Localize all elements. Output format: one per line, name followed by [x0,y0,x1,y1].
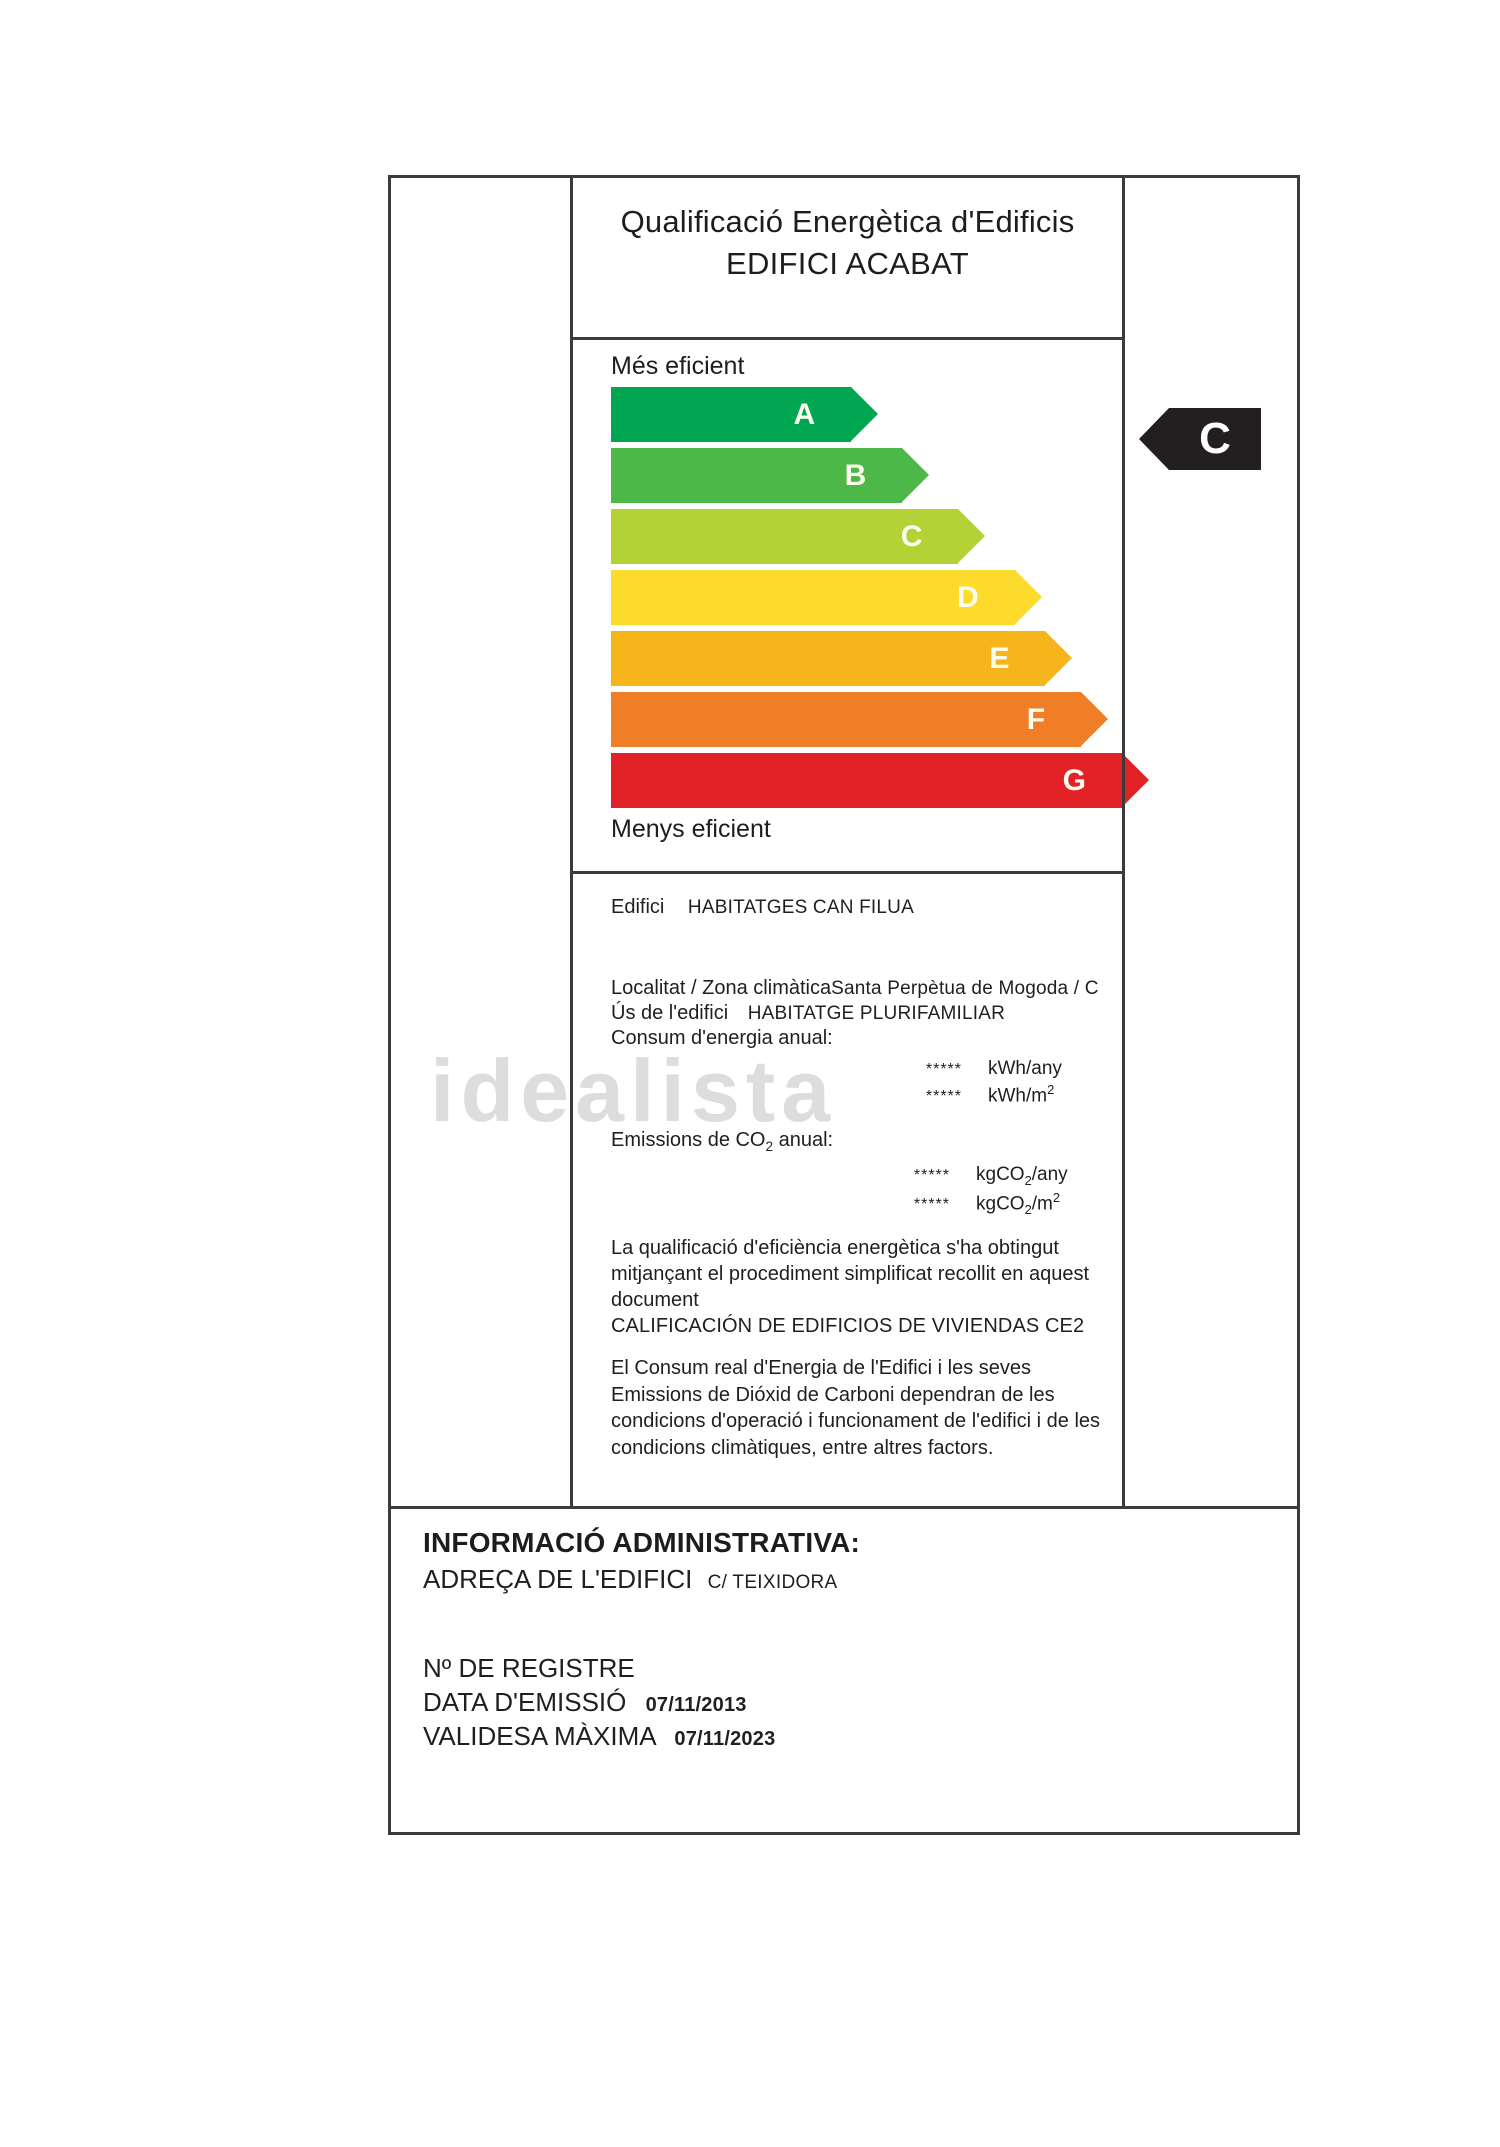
consumption-label: Consum d'energia anual: [611,1027,833,1049]
emissions-label: Emissions de CO2 anual: [611,1129,834,1155]
page-title: Qualificació Energètica d'Edificis [620,204,1075,239]
issue-date-value: 07/11/2013 [645,1694,747,1716]
consumption-unit-per-m2: kWh/m2 [988,1082,1100,1107]
energy-scale-block: Més eficient A B C D E F G Menys eficien… [573,340,1149,874]
building-use-value: HABITATGE PLURIFAMILIAR [747,1003,1006,1024]
energy-bar-row: C [611,509,1122,564]
unit-suffix: /any [1031,1164,1068,1186]
unit-suffix: /m [1031,1193,1053,1215]
rating-badge: C [1139,408,1261,470]
unit-text: kgCO [976,1164,1025,1186]
energy-bar-row: B [611,448,1122,503]
energy-bar-row: D [611,570,1122,625]
main-column: Qualificació Energètica d'Edificis EDIFI… [573,178,1149,1506]
address-label: ADREÇA DE L'EDIFICI [423,1564,693,1594]
emissions-value-line: ***** kgCO2/m2 [611,1190,1122,1217]
emissions-value-per-m2: ***** [913,1196,950,1214]
energy-bar-row: G [611,753,1149,808]
unit-superscript: 2 [1047,1082,1055,1097]
consumption-value-line: ***** kWh/any [611,1058,1122,1080]
energy-bar-row: E [611,631,1122,686]
emissions-values: ***** kgCO2/any ***** kgCO2/m2 [611,1164,1122,1217]
unit-subscript: 2 [1024,1173,1032,1189]
energy-bar-e: E [611,631,1073,686]
certificate-title-block: Qualificació Energètica d'Edificis EDIFI… [573,178,1122,340]
energy-bar-letter: A [793,397,816,431]
unit-text: kgCO [976,1193,1025,1215]
consumption-value-per-m2: ***** [925,1088,962,1106]
emissions-label-suffix: anual: [773,1129,834,1152]
address-value: C/ TEIXIDORA [707,1572,838,1593]
energy-bar-d: D [611,570,1042,625]
left-margin-column [391,178,573,1506]
locality-value: Santa Perpètua de Mogoda / C [831,978,1099,999]
energy-bar-c: C [611,509,986,564]
energy-bar-letter: F [1026,702,1046,736]
right-margin-column: C [1122,178,1297,1506]
energy-bar-letter: G [1062,763,1086,797]
register-label: Nº DE REGISTRE [423,1653,635,1683]
administrative-title: INFORMACIÓ ADMINISTRATIVA: [423,1527,861,1558]
unit-text: kWh/m [988,1085,1048,1107]
building-row: Edifici HABITATGES CAN FILUA [611,896,1122,919]
registration-details: Nº DE REGISTRE DATA D'EMISSIÓ 07/11/2013… [423,1653,1297,1752]
issue-date-row: DATA D'EMISSIÓ 07/11/2013 [423,1687,1297,1718]
consumption-value-annual: ***** [925,1061,962,1078]
scale-caption-top: Més eficient [611,352,745,380]
consumption-unit-annual: kWh/any [988,1058,1100,1080]
consumption-value-line: ***** kWh/m2 [611,1082,1122,1107]
building-label: Edifici [611,896,665,918]
issue-date-label: DATA D'EMISSIÓ [423,1687,627,1717]
rating-badge-letter: C [1199,414,1231,463]
validity-row: VALIDESA MÀXIMA 07/11/2023 [423,1721,1297,1752]
unit-subscript: 2 [1024,1202,1032,1218]
method-note: CALIFICACIÓN DE EDIFICIOS DE VIVIENDAS C… [611,1315,1085,1338]
energy-bar-f: F [611,692,1109,747]
validity-label: VALIDESA MÀXIMA [423,1721,656,1751]
energy-bar-letter: B [844,458,867,492]
emissions-unit-annual: kgCO2/any [976,1164,1108,1188]
energy-bar-b: B [611,448,930,503]
locality-label: Localitat / Zona climàtica [611,977,832,999]
emissions-label-prefix: Emissions de CO [611,1129,766,1152]
scale-caption-bottom: Menys eficient [611,815,771,843]
energy-bar-letter: C [900,519,923,553]
energy-certificate: Qualificació Energètica d'Edificis EDIFI… [388,175,1300,1835]
certificate-body: Qualificació Energètica d'Edificis EDIFI… [391,178,1297,1506]
administrative-block: INFORMACIÓ ADMINISTRATIVA: ADREÇA DE L'E… [391,1506,1297,1832]
emissions-row: Emissions de CO2 anual: ***** kgCO2/any … [611,1129,1122,1217]
energy-bar-row: A [611,387,1122,442]
energy-bar-letter: D [957,580,979,614]
unit-superscript: 2 [1052,1190,1061,1206]
building-use-row: Ús de l'edifici HABITATGE PLURIFAMILIAR [611,1002,1122,1025]
emissions-label-subscript: 2 [765,1139,774,1155]
energy-bars: A B C D E F G [611,387,1149,808]
rating-badge-arrow-icon: C [1139,408,1261,470]
building-value: HABITATGES CAN FILUA [687,897,914,918]
unit-text: kWh/any [988,1058,1062,1079]
details-block: Edifici HABITATGES CAN FILUA Localitat /… [573,874,1122,1506]
locality-row: Localitat / Zona climàticaSanta Perpètua… [611,977,1122,1000]
emissions-value-line: ***** kgCO2/any [611,1164,1122,1188]
energy-bar-g: G [611,753,1149,808]
building-use-label: Ús de l'edifici [611,1002,729,1024]
consumption-values: ***** kWh/any ***** kWh/m2 [611,1058,1122,1107]
energy-bar-a: A [611,387,879,442]
emissions-unit-per-m2: kgCO2/m2 [976,1190,1108,1217]
energy-bar-letter: E [989,641,1010,675]
address-row: ADREÇA DE L'EDIFICI C/ TEIXIDORA [423,1564,1297,1595]
energy-bar-row: F [611,692,1122,747]
page-subtitle: EDIFICI ACABAT [725,245,970,281]
register-row: Nº DE REGISTRE [423,1653,1297,1684]
disclaimer-paragraph: El Consum real d'Energia de l'Edifici i … [611,1357,1101,1460]
validity-value: 07/11/2023 [674,1728,776,1750]
method-paragraph: La qualificació d'eficiència energètica … [611,1237,1089,1312]
emissions-value-annual: ***** [913,1167,950,1185]
consumption-row: Consum d'energia anual: ***** kWh/any **… [611,1027,1122,1107]
